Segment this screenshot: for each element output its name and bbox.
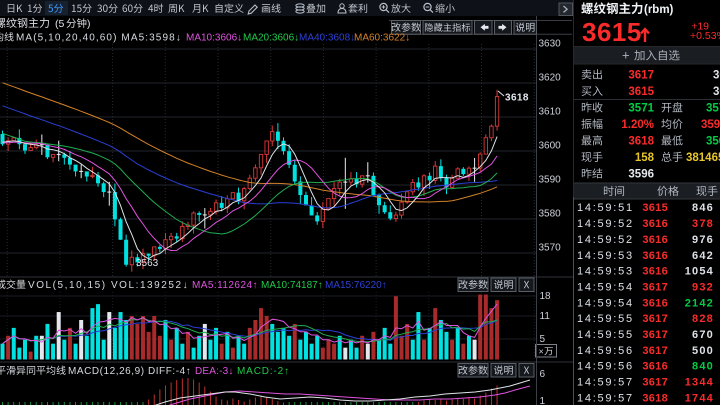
svg-text:3620: 3620 (539, 73, 562, 84)
svg-text:3616: 3616 (642, 361, 668, 373)
svg-text:1: 1 (540, 396, 546, 405)
svg-text:MA20:3606↓: MA20:3606↓ (243, 33, 299, 44)
svg-text:MA5:112624↑: MA5:112624↑ (192, 280, 258, 291)
svg-text:MA(5,10,20,40,60) MA5:3598↓: MA(5,10,20,40,60) MA5:3598↓ (16, 33, 182, 44)
svg-text:14:59:57: 14:59:57 (577, 377, 634, 389)
svg-text:3615: 3615 (582, 17, 642, 47)
svg-text:3618: 3618 (628, 136, 654, 148)
svg-text:932: 932 (692, 281, 714, 293)
svg-text:MA60:3622↓: MA60:3622↓ (354, 33, 410, 44)
svg-text:1344: 1344 (685, 377, 714, 389)
svg-text:3618: 3618 (642, 392, 668, 404)
svg-text:14:59:55: 14:59:55 (577, 329, 634, 341)
svg-text:14:59:53: 14:59:53 (577, 266, 634, 278)
svg-text:500: 500 (692, 345, 714, 357)
svg-text:381465: 381465 (686, 152, 720, 164)
svg-text:3563: 3563 (706, 136, 720, 148)
svg-text:MACD(12,26,9) DIFF:-4↑: MACD(12,26,9) DIFF:-4↑ (68, 366, 191, 377)
svg-text:VOL(5,10,15) VOL:139252↓: VOL(5,10,15) VOL:139252↓ (28, 280, 189, 291)
svg-text:MA15:76220↑: MA15:76220↑ (325, 280, 387, 291)
svg-text:14:59:52: 14:59:52 (577, 218, 634, 230)
svg-text:3616: 3616 (642, 218, 668, 230)
svg-text:+0.53%: +0.53% (690, 30, 720, 42)
svg-text:×: × (539, 347, 544, 357)
svg-text:3616: 3616 (642, 234, 668, 246)
svg-text:3596: 3596 (628, 169, 654, 181)
svg-text:2142: 2142 (685, 297, 714, 309)
svg-text:3615: 3615 (642, 202, 668, 214)
svg-text:846: 846 (692, 202, 714, 214)
svg-text:3617: 3617 (642, 281, 668, 293)
svg-text:14:59:52: 14:59:52 (577, 234, 634, 246)
svg-text:3600: 3600 (539, 141, 562, 152)
svg-text:3563: 3563 (136, 258, 159, 269)
svg-text:642: 642 (692, 250, 714, 262)
svg-text:6: 6 (540, 369, 546, 380)
svg-text:MA10:74187↑: MA10:74187↑ (261, 280, 323, 291)
svg-text:3616: 3616 (642, 250, 668, 262)
svg-text:+: + (622, 48, 630, 63)
svg-text:828: 828 (692, 313, 714, 325)
svg-text:14:59:53: 14:59:53 (577, 250, 634, 262)
svg-text:14:59:51: 14:59:51 (577, 202, 634, 214)
svg-text:18: 18 (540, 291, 552, 302)
svg-text:3617: 3617 (642, 377, 668, 389)
svg-text:3571: 3571 (628, 103, 654, 115)
svg-text:11: 11 (540, 311, 551, 322)
svg-text:3617: 3617 (642, 345, 668, 357)
svg-text:3617: 3617 (628, 70, 654, 82)
svg-text:MA40:3608↓: MA40:3608↓ (299, 33, 355, 44)
svg-text:14:59:55: 14:59:55 (577, 313, 634, 325)
svg-text:3618: 3618 (505, 93, 529, 104)
svg-text:670: 670 (692, 329, 714, 341)
svg-text:3590: 3590 (539, 175, 562, 186)
svg-text:3630: 3630 (539, 39, 562, 50)
svg-text:3570: 3570 (539, 243, 562, 254)
svg-text:MA10:3606↓: MA10:3606↓ (186, 33, 242, 44)
svg-text:5: 5 (540, 334, 546, 345)
svg-text:3617: 3617 (642, 329, 668, 341)
svg-text:3616: 3616 (642, 297, 668, 309)
svg-text:3580: 3580 (539, 209, 562, 220)
svg-text:158: 158 (635, 152, 655, 164)
svg-text:(rbm): (rbm) (644, 4, 674, 16)
svg-text:1744: 1744 (685, 392, 714, 404)
svg-text:378: 378 (692, 218, 714, 230)
svg-text:3617: 3617 (642, 313, 668, 325)
svg-text:14:59:54: 14:59:54 (577, 297, 634, 309)
svg-text:840: 840 (692, 361, 714, 373)
svg-text:+19: +19 (691, 21, 709, 33)
svg-text:976: 976 (692, 234, 714, 246)
svg-text:(5: (5 (55, 18, 64, 30)
svg-text:MACD:-2↑: MACD:-2↑ (237, 366, 290, 377)
svg-text:14:59:56: 14:59:56 (577, 361, 634, 373)
svg-text:3575: 3575 (706, 103, 720, 115)
svg-text:1054: 1054 (685, 266, 714, 278)
svg-text:14:59:57: 14:59:57 (577, 392, 634, 404)
svg-text:36: 36 (713, 86, 720, 98)
svg-text:14:59:56: 14:59:56 (577, 345, 634, 357)
svg-text:DEA:-3↓: DEA:-3↓ (195, 366, 234, 377)
svg-text:3616: 3616 (642, 266, 668, 278)
svg-text:30: 30 (713, 70, 720, 82)
svg-text:1.20%: 1.20% (621, 119, 654, 131)
svg-text:3610: 3610 (539, 107, 562, 118)
svg-text:): ) (87, 18, 91, 30)
svg-text:3615: 3615 (628, 86, 654, 98)
svg-text:14:59:54: 14:59:54 (577, 281, 634, 293)
